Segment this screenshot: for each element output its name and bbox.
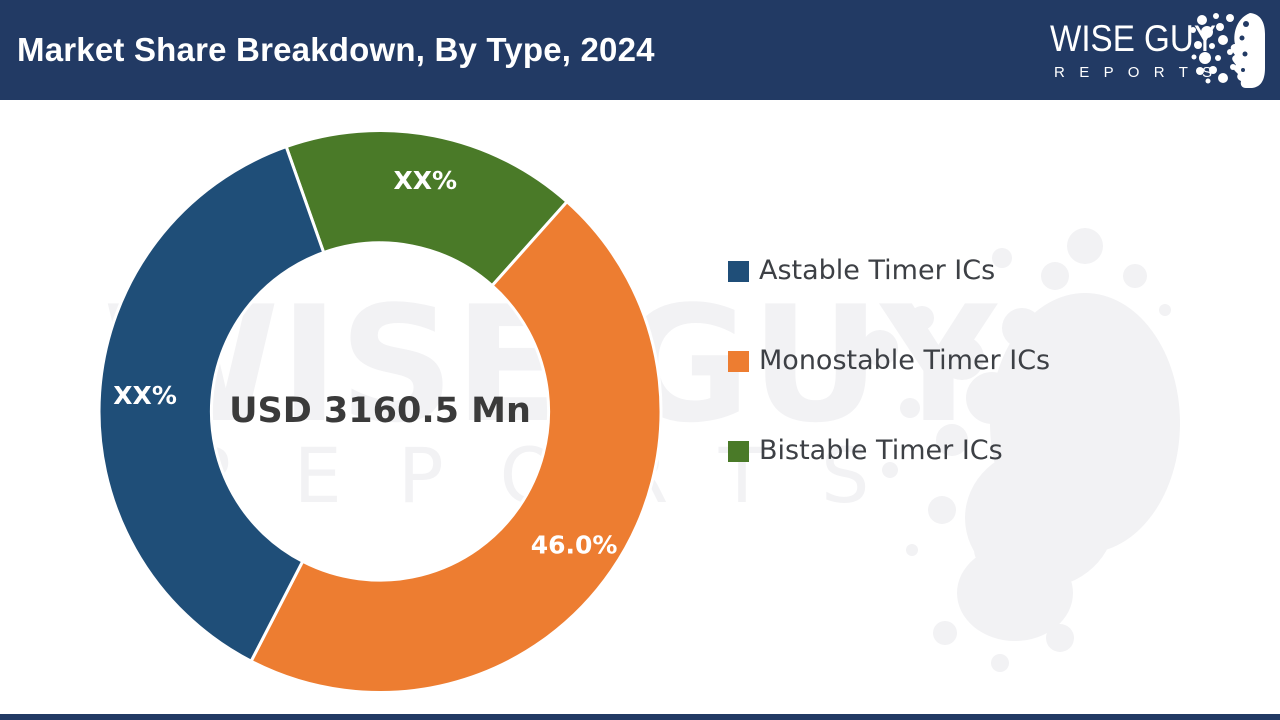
page-title: Market Share Breakdown, By Type, 2024 (17, 31, 655, 68)
logo-line1: WISE GUY (1050, 18, 1216, 59)
logo-face-icon (1230, 13, 1265, 88)
header: Market Share Breakdown, By Type, 2024 WI… (0, 0, 1280, 100)
footer-bar (0, 714, 1280, 720)
legend-label: Monostable Timer ICs (759, 345, 1051, 376)
wedge-percentage-label: XX% (113, 381, 177, 410)
legend-item-monostable-timer-ics: Monostable Timer ICs (728, 346, 1050, 376)
donut-chart: XX% 46.0% XX% (97, 129, 663, 694)
logo-line2: R E P O R T S (1054, 64, 1212, 81)
center-value-label: USD 3160.5 Mn (229, 391, 531, 431)
wedge-astable-timer-ics (97, 145, 326, 663)
logo-dots-icon (1190, 13, 1236, 84)
legend-swatch (728, 440, 749, 462)
logo-text: WISE GUY R E P O R T S (1050, 18, 1216, 81)
legend-item-bistable-timer-ics: Bistable Timer ICs (728, 436, 1050, 466)
wedge-bistable-timer-ics (284, 129, 569, 288)
legend-item-astable-timer-ics: Astable Timer ICs (728, 256, 1050, 286)
wedge-monostable-timer-ics (249, 200, 663, 694)
wise-guy-reports-logo: WISE GUY R E P O R T S (1050, 13, 1265, 88)
watermark-face-icon (862, 228, 1180, 672)
chart-legend: Astable Timer ICs Monostable Timer ICs Bis… (728, 256, 1050, 466)
legend-swatch (728, 350, 749, 372)
legend-label: Bistable Timer ICs (759, 435, 1003, 466)
legend-swatch (728, 260, 749, 282)
logo-face-dots-icon (1239, 21, 1249, 72)
wedge-percentage-label: 46.0% (531, 530, 618, 559)
wedge-percentage-label: XX% (393, 166, 457, 195)
legend-label: Astable Timer ICs (759, 255, 996, 286)
